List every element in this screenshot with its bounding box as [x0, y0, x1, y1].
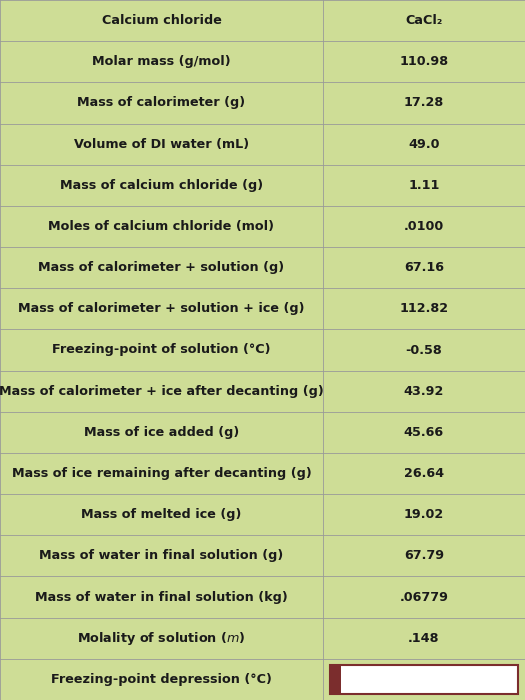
- Text: Freezing-point depression (°C): Freezing-point depression (°C): [51, 673, 272, 686]
- Text: 110.98: 110.98: [400, 55, 448, 69]
- Text: 67.79: 67.79: [404, 550, 444, 562]
- Text: 19.02: 19.02: [404, 508, 444, 522]
- Text: 17.28: 17.28: [404, 97, 444, 109]
- Text: 45.66: 45.66: [404, 426, 444, 439]
- Text: Molar mass (g/mol): Molar mass (g/mol): [92, 55, 231, 69]
- FancyBboxPatch shape: [330, 664, 341, 694]
- Text: 1.11: 1.11: [408, 178, 439, 192]
- Text: Mass of melted ice (g): Mass of melted ice (g): [81, 508, 242, 522]
- Text: 112.82: 112.82: [400, 302, 448, 315]
- Text: .06779: .06779: [400, 591, 448, 603]
- Text: CaCl₂: CaCl₂: [405, 14, 443, 27]
- Text: Calcium chloride: Calcium chloride: [101, 14, 222, 27]
- Text: -0.58: -0.58: [405, 344, 442, 356]
- Text: 43.92: 43.92: [404, 385, 444, 398]
- Text: Moles of calcium chloride (mol): Moles of calcium chloride (mol): [48, 220, 275, 233]
- Text: .148: .148: [408, 631, 440, 645]
- Text: Mass of ice added (g): Mass of ice added (g): [84, 426, 239, 439]
- Text: Mass of ice remaining after decanting (g): Mass of ice remaining after decanting (g…: [12, 467, 311, 480]
- Text: Mass of water in final solution (g): Mass of water in final solution (g): [39, 550, 284, 562]
- Text: Mass of calorimeter (g): Mass of calorimeter (g): [77, 97, 246, 109]
- Text: Mass of calcium chloride (g): Mass of calcium chloride (g): [60, 178, 263, 192]
- Text: 26.64: 26.64: [404, 467, 444, 480]
- Text: .0100: .0100: [404, 220, 444, 233]
- Text: Volume of DI water (mL): Volume of DI water (mL): [74, 138, 249, 150]
- Text: Mass of calorimeter + solution (g): Mass of calorimeter + solution (g): [38, 261, 285, 274]
- Text: Molality of solution ($m$): Molality of solution ($m$): [77, 630, 246, 647]
- Text: Mass of calorimeter + ice after decanting (g): Mass of calorimeter + ice after decantin…: [0, 385, 324, 398]
- Text: Freezing-point of solution (°C): Freezing-point of solution (°C): [52, 344, 271, 356]
- Text: 49.0: 49.0: [408, 138, 440, 150]
- Text: 67.16: 67.16: [404, 261, 444, 274]
- Text: Mass of calorimeter + solution + ice (g): Mass of calorimeter + solution + ice (g): [18, 302, 304, 315]
- FancyBboxPatch shape: [330, 664, 518, 694]
- Text: Mass of water in final solution (kg): Mass of water in final solution (kg): [35, 591, 288, 603]
